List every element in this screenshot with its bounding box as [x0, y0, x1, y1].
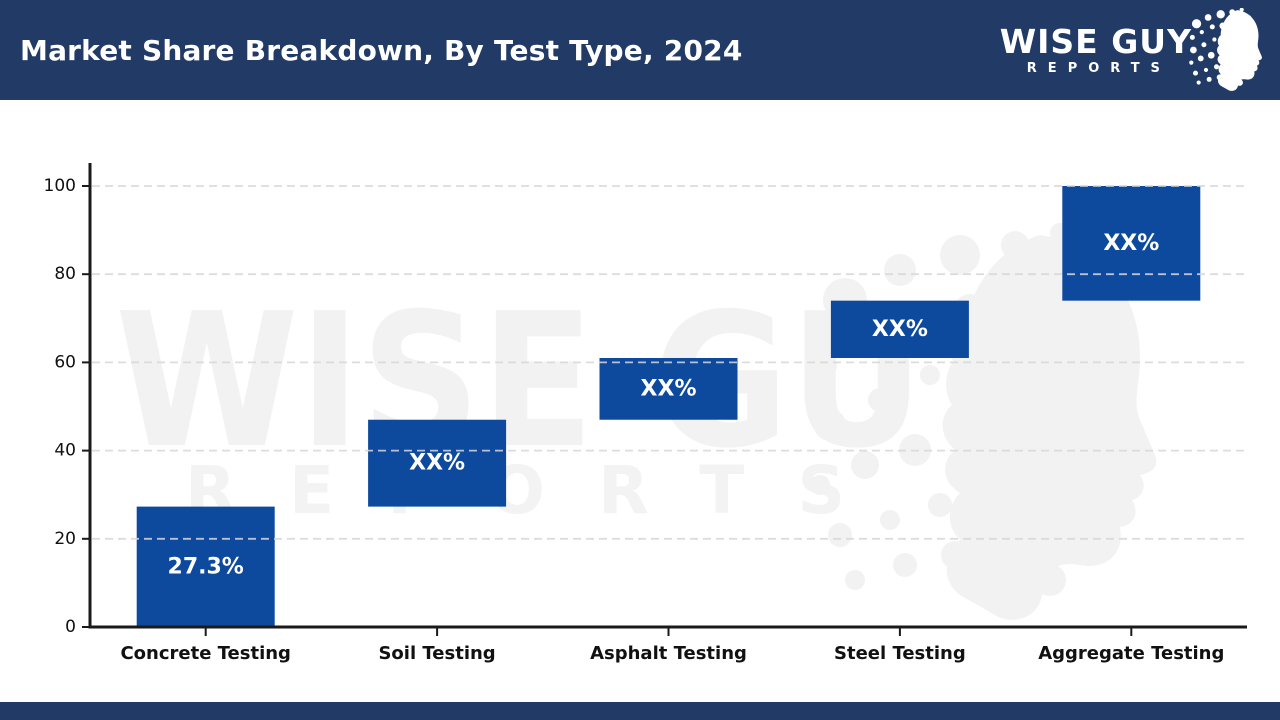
y-tick-label: 20 [54, 529, 76, 549]
y-tick-label: 0 [65, 617, 76, 637]
brand-logo: WISE GUY REPORTS [1000, 8, 1280, 92]
x-category-label: Soil Testing [378, 643, 495, 664]
x-category-label: Steel Testing [834, 643, 966, 664]
y-tick-label: 80 [54, 264, 76, 284]
y-tick-label: 100 [44, 176, 76, 196]
bar-segment [368, 419, 507, 507]
brand-subname: REPORTS [1026, 61, 1171, 76]
bar-value-label: XX% [1103, 231, 1159, 256]
chart-region: WISE GUY REPORTS 27.3%XX%XX%XX%XX%020406… [0, 100, 1280, 702]
brand-wordmark: WISE GUY REPORTS [1000, 25, 1192, 75]
bar-segment [830, 300, 969, 358]
bar-segment [136, 506, 275, 627]
y-tick-label: 40 [54, 441, 76, 461]
bar-value-label: XX% [409, 451, 465, 476]
bar-segment [1062, 186, 1201, 301]
y-tick-label: 60 [54, 352, 76, 372]
page-title: Market Share Breakdown, By Test Type, 20… [20, 33, 743, 67]
bar-value-label: 27.3% [168, 554, 244, 579]
watermark-text-line2: REPORTS [185, 452, 845, 529]
footer-bar [0, 702, 1280, 720]
bar-value-label: XX% [641, 376, 697, 401]
bar-segment [599, 357, 738, 420]
x-category-label: Concrete Testing [120, 643, 291, 664]
brand-face-profile-icon [1189, 8, 1262, 91]
waterfall-chart: 27.3% XX% XX% XX% XX% 0 20 40 60 80 100 Concrete Te… [44, 163, 1247, 664]
header-bar: Market Share Breakdown, By Test Type, 20… [0, 0, 1280, 100]
x-category-label: Asphalt Testing [590, 643, 747, 664]
bar-value-label: XX% [872, 317, 928, 342]
x-category-label: Aggregate Testing [1038, 643, 1224, 664]
brand-name: WISE GUY [999, 22, 1192, 61]
